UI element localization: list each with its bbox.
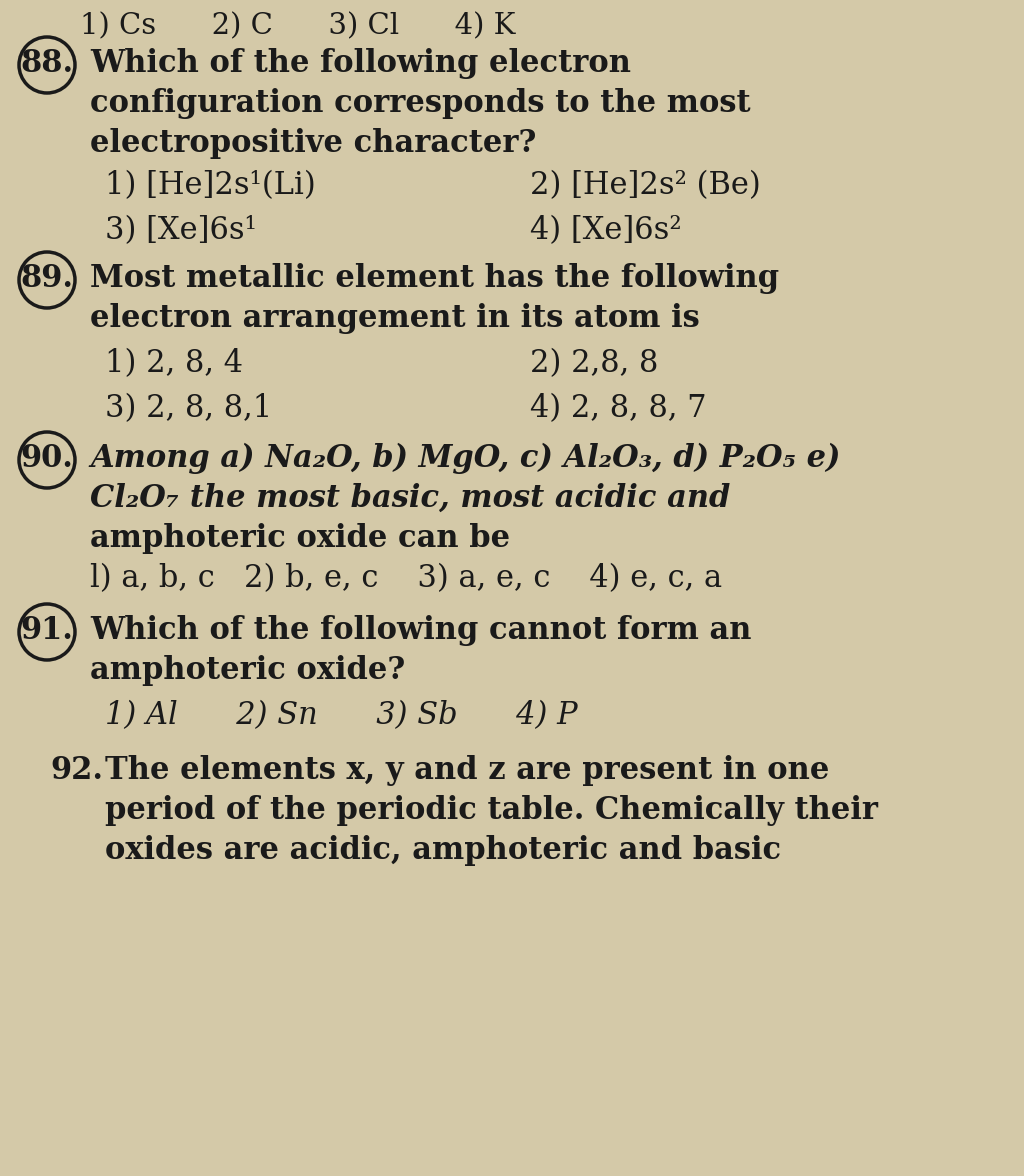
Text: 2) [He]2s² (Be): 2) [He]2s² (Be)	[530, 171, 761, 201]
Text: 92.: 92.	[50, 755, 103, 786]
Text: 90.: 90.	[20, 443, 74, 474]
Text: amphoteric oxide?: amphoteric oxide?	[90, 655, 406, 686]
Text: Among a) Na₂O, b) MgO, c) Al₂O₃, d) P₂O₅ e): Among a) Na₂O, b) MgO, c) Al₂O₃, d) P₂O₅…	[90, 443, 841, 474]
Text: 2) 2,8, 8: 2) 2,8, 8	[530, 348, 658, 379]
Text: 1) 2, 8, 4: 1) 2, 8, 4	[105, 348, 243, 379]
Text: amphoteric oxide can be: amphoteric oxide can be	[90, 523, 510, 554]
Text: Which of the following electron: Which of the following electron	[90, 48, 631, 79]
Text: 1) Al      2) Sn      3) Sb      4) P: 1) Al 2) Sn 3) Sb 4) P	[105, 700, 578, 731]
Text: 88.: 88.	[20, 48, 74, 79]
Text: 1) [He]2s¹(Li): 1) [He]2s¹(Li)	[105, 171, 315, 201]
Text: l) a, b, c   2) b, e, c    3) a, e, c    4) e, c, a: l) a, b, c 2) b, e, c 3) a, e, c 4) e, c…	[90, 563, 722, 594]
Text: Which of the following cannot form an: Which of the following cannot form an	[90, 615, 752, 646]
Text: electropositive character?: electropositive character?	[90, 128, 537, 159]
Text: oxides are acidic, amphoteric and basic: oxides are acidic, amphoteric and basic	[105, 835, 781, 866]
Text: Most metallic element has the following: Most metallic element has the following	[90, 263, 779, 294]
Text: 3) 2, 8, 8,1: 3) 2, 8, 8,1	[105, 393, 272, 425]
Text: 91.: 91.	[20, 615, 74, 646]
Text: 4) 2, 8, 8, 7: 4) 2, 8, 8, 7	[530, 393, 707, 425]
Text: 1) Cs      2) C      3) Cl      4) K: 1) Cs 2) C 3) Cl 4) K	[80, 12, 515, 40]
Text: Cl₂O₇ the most basic, most acidic and: Cl₂O₇ the most basic, most acidic and	[90, 483, 730, 514]
Text: The elements x, y and z are present in one: The elements x, y and z are present in o…	[105, 755, 829, 786]
Text: period of the periodic table. Chemically their: period of the periodic table. Chemically…	[105, 795, 878, 826]
Text: 3) [Xe]6s¹: 3) [Xe]6s¹	[105, 215, 257, 246]
Text: configuration corresponds to the most: configuration corresponds to the most	[90, 88, 751, 119]
Text: electron arrangement in its atom is: electron arrangement in its atom is	[90, 303, 699, 334]
Text: 89.: 89.	[20, 263, 74, 294]
Text: 4) [Xe]6s²: 4) [Xe]6s²	[530, 215, 682, 246]
